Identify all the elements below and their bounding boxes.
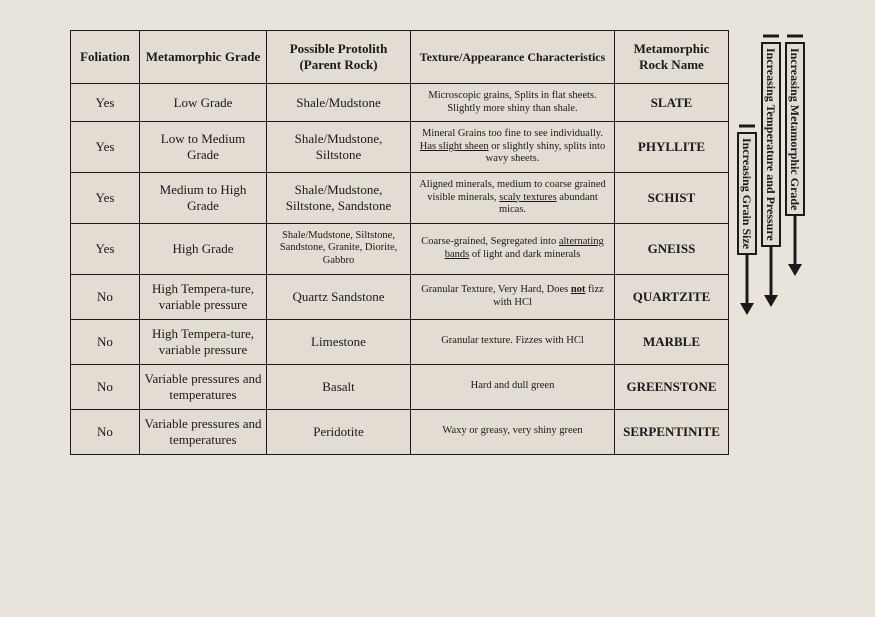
cell-parent: Shale/Mudstone, Siltstone — [267, 122, 411, 173]
table-row: Yes Low to Medium Grade Shale/Mudstone, … — [71, 122, 729, 173]
cell-texture: Granular texture. Fizzes with HCl — [411, 319, 615, 364]
arrow-grade-label: Increasing Metamorphic Grade — [785, 42, 805, 216]
header-name: Metamorphic Rock Name — [615, 31, 729, 84]
cell-name: PHYLLITE — [615, 122, 729, 173]
metamorphic-rock-table: Foliation Metamorphic Grade Possible Pro… — [70, 30, 729, 455]
cell-texture: Microscopic grains, Splits in flat sheet… — [411, 84, 615, 122]
arrow-top-icon — [737, 120, 757, 132]
cell-parent: Quartz Sandstone — [267, 274, 411, 319]
cell-foliation: Yes — [71, 172, 140, 223]
cell-name: SCHIST — [615, 172, 729, 223]
cell-grade: High Tempera-ture, variable pressure — [140, 274, 267, 319]
header-foliation: Foliation — [71, 31, 140, 84]
arrow-top-icon — [785, 30, 805, 42]
table-row: No Variable pressures and temperatures P… — [71, 409, 729, 454]
table-body: Yes Low Grade Shale/Mudstone Microscopic… — [71, 84, 729, 455]
cell-foliation: Yes — [71, 122, 140, 173]
cell-grade: Variable pressures and temperatures — [140, 364, 267, 409]
cell-foliation: No — [71, 319, 140, 364]
arrow-down-icon — [761, 247, 781, 307]
table-row: Yes High Grade Shale/Mudstone, Siltstone… — [71, 223, 729, 274]
cell-parent: Basalt — [267, 364, 411, 409]
cell-parent: Peridotite — [267, 409, 411, 454]
page-container: Foliation Metamorphic Grade Possible Pro… — [70, 30, 835, 455]
cell-texture: Aligned minerals, medium to coarse grain… — [411, 172, 615, 223]
header-parent: Possible Protolith (Parent Rock) — [267, 31, 411, 84]
arrow-temp-wrap: Increasing Temperature and Pressure — [761, 30, 781, 307]
arrow-grade-wrap: Increasing Metamorphic Grade — [785, 30, 805, 276]
cell-parent: Shale/Mudstone, Siltstone, Sandstone — [267, 172, 411, 223]
arrow-top-icon — [761, 30, 781, 42]
cell-texture: Waxy or greasy, very shiny green — [411, 409, 615, 454]
cell-texture: Hard and dull green — [411, 364, 615, 409]
cell-name: GNEISS — [615, 223, 729, 274]
table-row: Yes Medium to High Grade Shale/Mudstone,… — [71, 172, 729, 223]
header-grade: Metamorphic Grade — [140, 31, 267, 84]
arrows-panel: Increasing Grain Size Increasing Tempera… — [737, 30, 805, 315]
header-texture: Texture/Appearance Characteristics — [411, 31, 615, 84]
cell-texture: Coarse-grained, Segregated into alternat… — [411, 223, 615, 274]
cell-foliation: Yes — [71, 84, 140, 122]
cell-name: GREENSTONE — [615, 364, 729, 409]
cell-parent: Limestone — [267, 319, 411, 364]
arrow-temp-label: Increasing Temperature and Pressure — [761, 42, 781, 247]
cell-foliation: No — [71, 364, 140, 409]
cell-foliation: No — [71, 274, 140, 319]
cell-grade: High Tempera-ture, variable pressure — [140, 319, 267, 364]
cell-name: MARBLE — [615, 319, 729, 364]
cell-grade: Low Grade — [140, 84, 267, 122]
cell-grade: Low to Medium Grade — [140, 122, 267, 173]
cell-parent: Shale/Mudstone, Siltstone, Sandstone, Gr… — [267, 223, 411, 274]
arrow-grain-wrap: Increasing Grain Size — [737, 120, 757, 315]
cell-foliation: No — [71, 409, 140, 454]
arrow-down-icon — [785, 216, 805, 276]
cell-grade: High Grade — [140, 223, 267, 274]
cell-texture: Granular Texture, Very Hard, Does not fi… — [411, 274, 615, 319]
table-row: No Variable pressures and temperatures B… — [71, 364, 729, 409]
cell-texture: Mineral Grains too fine to see individua… — [411, 122, 615, 173]
table-row: Yes Low Grade Shale/Mudstone Microscopic… — [71, 84, 729, 122]
cell-grade: Variable pressures and temperatures — [140, 409, 267, 454]
cell-name: QUARTZITE — [615, 274, 729, 319]
table-row: No High Tempera-ture, variable pressure … — [71, 274, 729, 319]
cell-grade: Medium to High Grade — [140, 172, 267, 223]
arrow-grain-label: Increasing Grain Size — [737, 132, 757, 255]
cell-name: SERPENTINITE — [615, 409, 729, 454]
cell-foliation: Yes — [71, 223, 140, 274]
cell-name: SLATE — [615, 84, 729, 122]
cell-parent: Shale/Mudstone — [267, 84, 411, 122]
table-row: No High Tempera-ture, variable pressure … — [71, 319, 729, 364]
arrow-down-icon — [737, 255, 757, 315]
table-header: Foliation Metamorphic Grade Possible Pro… — [71, 31, 729, 84]
